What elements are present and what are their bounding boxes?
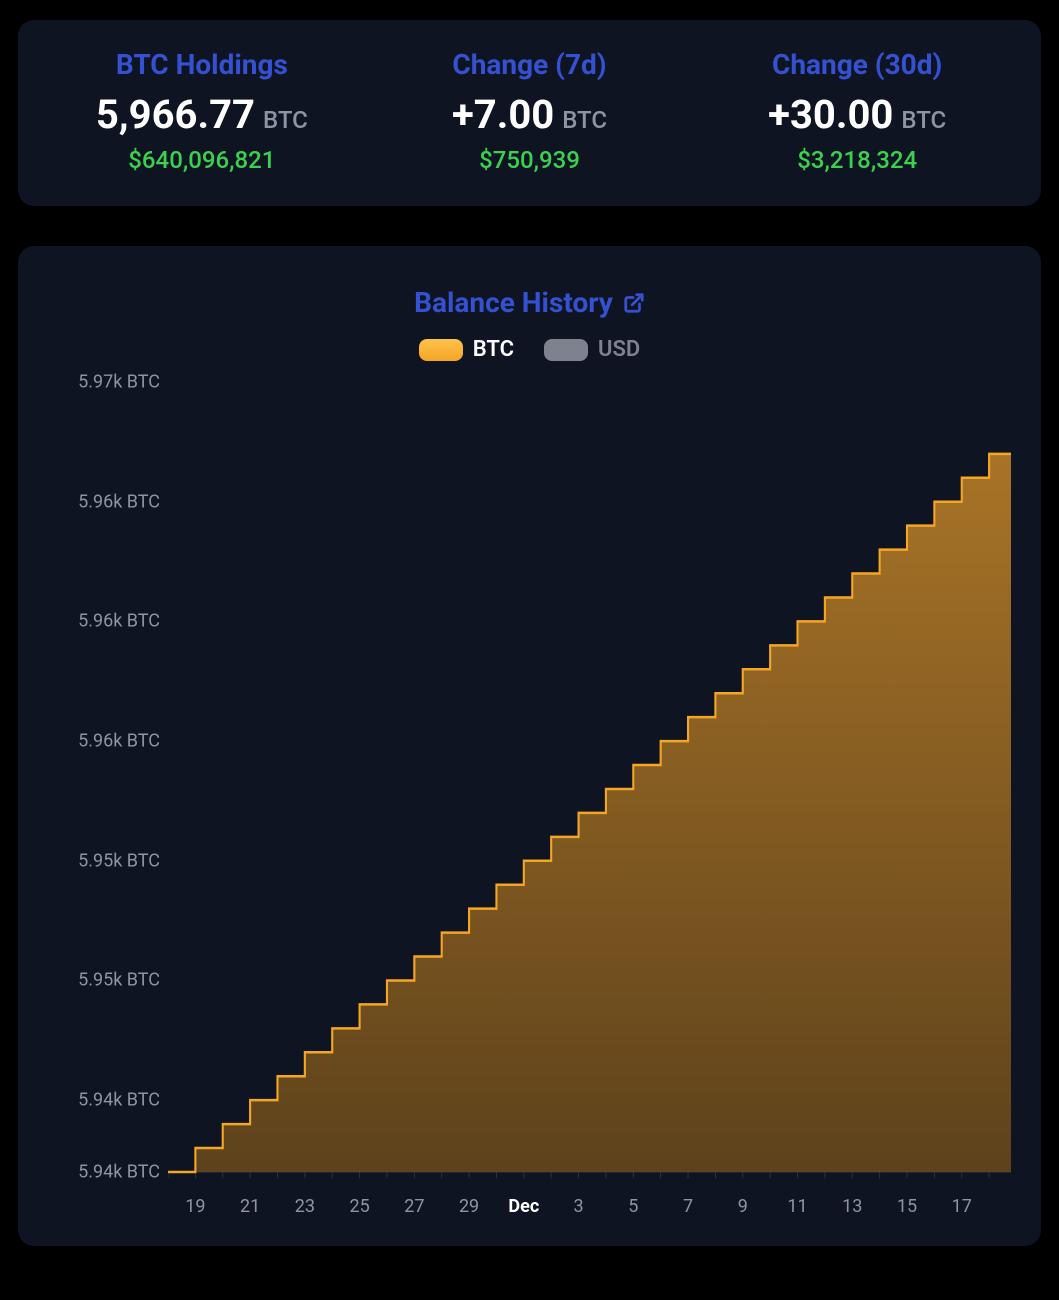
stat-unit: BTC — [263, 106, 308, 134]
stat-label: Change (30d) — [693, 48, 1021, 81]
stat-usd: $640,096,821 — [38, 146, 366, 174]
stat-value: +30.00 — [768, 91, 893, 138]
y-tick: 5.96k BTC — [78, 731, 160, 752]
stat-unit: BTC — [562, 106, 607, 134]
plot-svg — [168, 372, 1011, 1192]
chart-title-text: Balance History — [414, 286, 613, 319]
y-tick: 5.94k BTC — [78, 1090, 160, 1111]
legend-btc[interactable]: BTC — [419, 337, 514, 362]
x-tick: 9 — [738, 1196, 748, 1217]
stat-usd: $3,218,324 — [693, 146, 1021, 174]
x-axis: 19 21 23 25 27 29 Dec 3 5 7 9 11 13 15 17 — [168, 1196, 1011, 1220]
y-tick: 5.95k BTC — [78, 970, 160, 991]
legend-btc-pill — [419, 339, 463, 361]
stat-value-row: 5,966.77 BTC — [38, 91, 366, 138]
stat-unit: BTC — [901, 106, 946, 134]
chart-area: 5.97k BTC 5.96k BTC 5.96k BTC 5.96k BTC 5.95… — [48, 372, 1011, 1192]
x-tick: 13 — [842, 1196, 862, 1217]
x-tick: 5 — [628, 1196, 638, 1217]
stat-change-7d: Change (7d) +7.00 BTC $750,939 — [366, 48, 694, 174]
y-axis: 5.97k BTC 5.96k BTC 5.96k BTC 5.96k BTC 5.95… — [48, 372, 168, 1192]
stat-value: 5,966.77 — [96, 91, 255, 138]
stat-usd: $750,939 — [366, 146, 694, 174]
chart-title-link[interactable]: Balance History — [414, 286, 645, 319]
legend-usd-label: USD — [598, 337, 640, 362]
y-tick: 5.95k BTC — [78, 850, 160, 871]
external-link-icon — [623, 292, 645, 314]
y-tick: 5.94k BTC — [78, 1162, 160, 1183]
chart-legend: BTC USD — [48, 337, 1011, 362]
chart-title-row: Balance History — [48, 286, 1011, 319]
stat-holdings: BTC Holdings 5,966.77 BTC $640,096,821 — [38, 48, 366, 174]
x-tick: 25 — [349, 1196, 369, 1217]
y-tick: 5.96k BTC — [78, 491, 160, 512]
stat-label: Change (7d) — [366, 48, 694, 81]
stat-label: BTC Holdings — [38, 48, 366, 81]
legend-usd[interactable]: USD — [544, 337, 640, 362]
stat-value: +7.00 — [452, 91, 554, 138]
y-tick: 5.96k BTC — [78, 611, 160, 632]
stat-value-row: +7.00 BTC — [366, 91, 694, 138]
stat-value-row: +30.00 BTC — [693, 91, 1021, 138]
x-tick: 3 — [573, 1196, 583, 1217]
stat-change-30d: Change (30d) +30.00 BTC $3,218,324 — [693, 48, 1021, 174]
x-tick: 19 — [185, 1196, 205, 1217]
x-tick: 17 — [952, 1196, 972, 1217]
x-tick: 11 — [787, 1196, 807, 1217]
legend-btc-label: BTC — [473, 337, 514, 362]
plot-container — [168, 372, 1011, 1192]
x-tick: 27 — [404, 1196, 424, 1217]
chart-card: Balance History BTC USD 5.97k BTC 5.96k B… — [18, 246, 1041, 1246]
x-tick: 21 — [240, 1196, 260, 1217]
x-tick: Dec — [508, 1196, 539, 1217]
x-tick: 7 — [683, 1196, 693, 1217]
legend-usd-pill — [544, 339, 588, 361]
stats-card: BTC Holdings 5,966.77 BTC $640,096,821 C… — [18, 20, 1041, 206]
x-tick: 29 — [459, 1196, 479, 1217]
x-tick: 23 — [295, 1196, 315, 1217]
x-tick: 15 — [897, 1196, 917, 1217]
y-tick: 5.97k BTC — [78, 372, 160, 393]
